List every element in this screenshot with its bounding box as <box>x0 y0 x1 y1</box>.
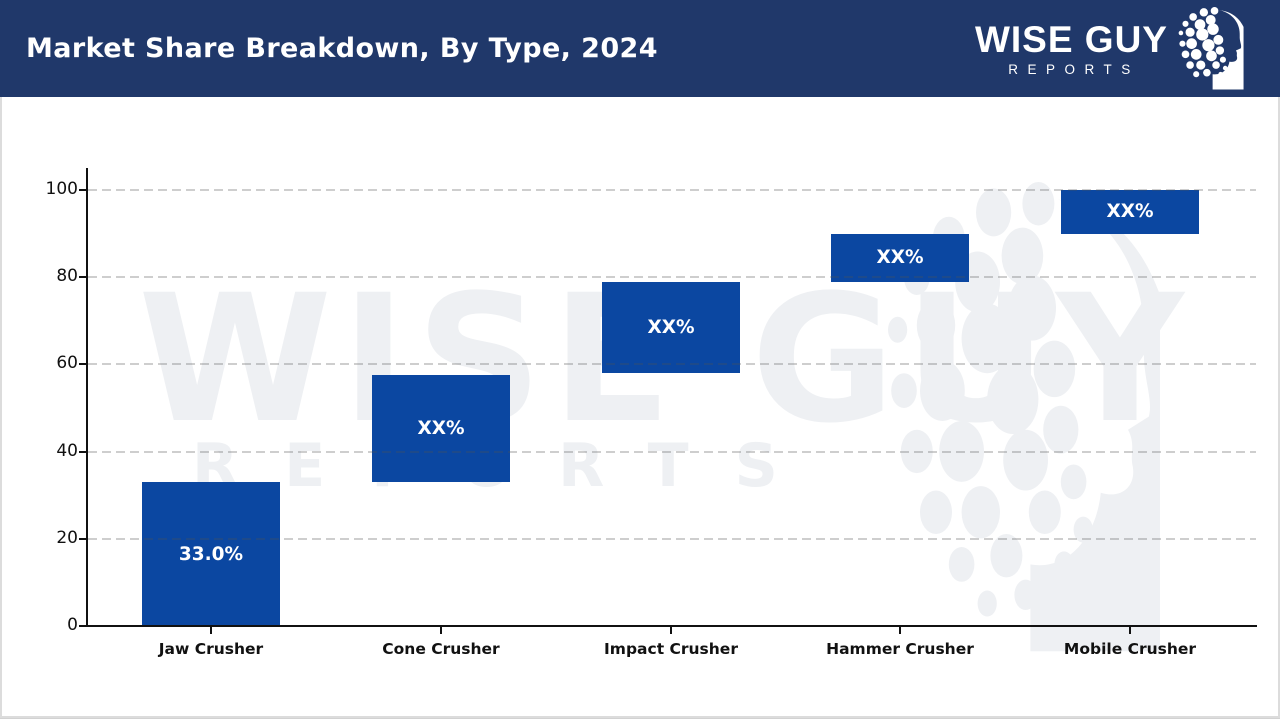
y-tick-label-100: 100 <box>45 179 78 199</box>
watermark-face-icon <box>888 182 1160 652</box>
x-tick-mark-mobile-crusher <box>1129 627 1131 634</box>
bar-cone-crusher: XX% <box>372 375 510 483</box>
y-tick-label-80: 80 <box>56 266 78 287</box>
x-tick-mark-hammer-crusher <box>899 627 901 634</box>
brand-subtitle: REPORTS <box>1008 61 1140 77</box>
y-tick-mark-80 <box>79 276 87 279</box>
gridline-80 <box>88 276 1256 279</box>
x-category-label-hammer-crusher: Hammer Crusher <box>826 640 974 658</box>
bar-hammer-crusher: XX% <box>831 233 969 282</box>
x-tick-mark-cone-crusher <box>440 627 442 634</box>
y-tick-label-60: 60 <box>56 353 78 374</box>
gridline-100 <box>88 189 1256 191</box>
y-axis-spine <box>86 168 88 627</box>
bar-jaw-crusher: 33.0% <box>142 482 280 626</box>
brand-name: WISE GUY <box>974 18 1168 60</box>
brand-face-icon <box>1178 6 1244 89</box>
y-tick-mark-0 <box>79 625 87 627</box>
y-tick-mark-20 <box>79 537 87 540</box>
y-tick-label-40: 40 <box>56 440 78 461</box>
gridline-20 <box>88 537 1256 540</box>
x-axis-spine <box>86 625 1257 627</box>
x-category-label-jaw-crusher: Jaw Crusher <box>158 640 264 658</box>
gridline-60 <box>88 363 1256 366</box>
bar-value-label-mobile-crusher: XX% <box>1106 201 1154 223</box>
x-tick-mark-jaw-crusher <box>210 627 212 634</box>
y-tick-mark-40 <box>79 450 87 453</box>
bar-impact-crusher: XX% <box>602 281 740 374</box>
y-tick-mark-100 <box>79 189 87 191</box>
y-tick-label-0: 0 <box>67 615 78 635</box>
bar-value-label-hammer-crusher: XX% <box>876 247 924 269</box>
header-bar: Market Share Breakdown, By Type, 2024 WI… <box>0 0 1280 97</box>
bar-value-label-cone-crusher: XX% <box>417 418 465 440</box>
face-profile <box>1030 199 1160 652</box>
y-tick-mark-60 <box>79 363 87 366</box>
gridline-40 <box>88 450 1256 453</box>
bar-value-label-jaw-crusher: 33.0% <box>178 543 244 565</box>
x-category-label-cone-crusher: Cone Crusher <box>382 640 500 658</box>
bar-value-label-impact-crusher: XX% <box>647 316 695 338</box>
brand-logo-text: WISE GUY REPORTS <box>975 21 1168 77</box>
bar-mobile-crusher: XX% <box>1061 190 1199 234</box>
y-tick-label-20: 20 <box>56 527 78 548</box>
brand-logo: WISE GUY REPORTS <box>975 6 1254 91</box>
x-category-label-mobile-crusher: Mobile Crusher <box>1063 640 1197 658</box>
x-tick-mark-impact-crusher <box>670 627 672 634</box>
face-dots <box>888 182 1093 617</box>
x-category-label-impact-crusher: Impact Crusher <box>604 640 738 658</box>
page-bottom-divider <box>0 716 1280 719</box>
page-title: Market Share Breakdown, By Type, 2024 <box>26 33 658 64</box>
